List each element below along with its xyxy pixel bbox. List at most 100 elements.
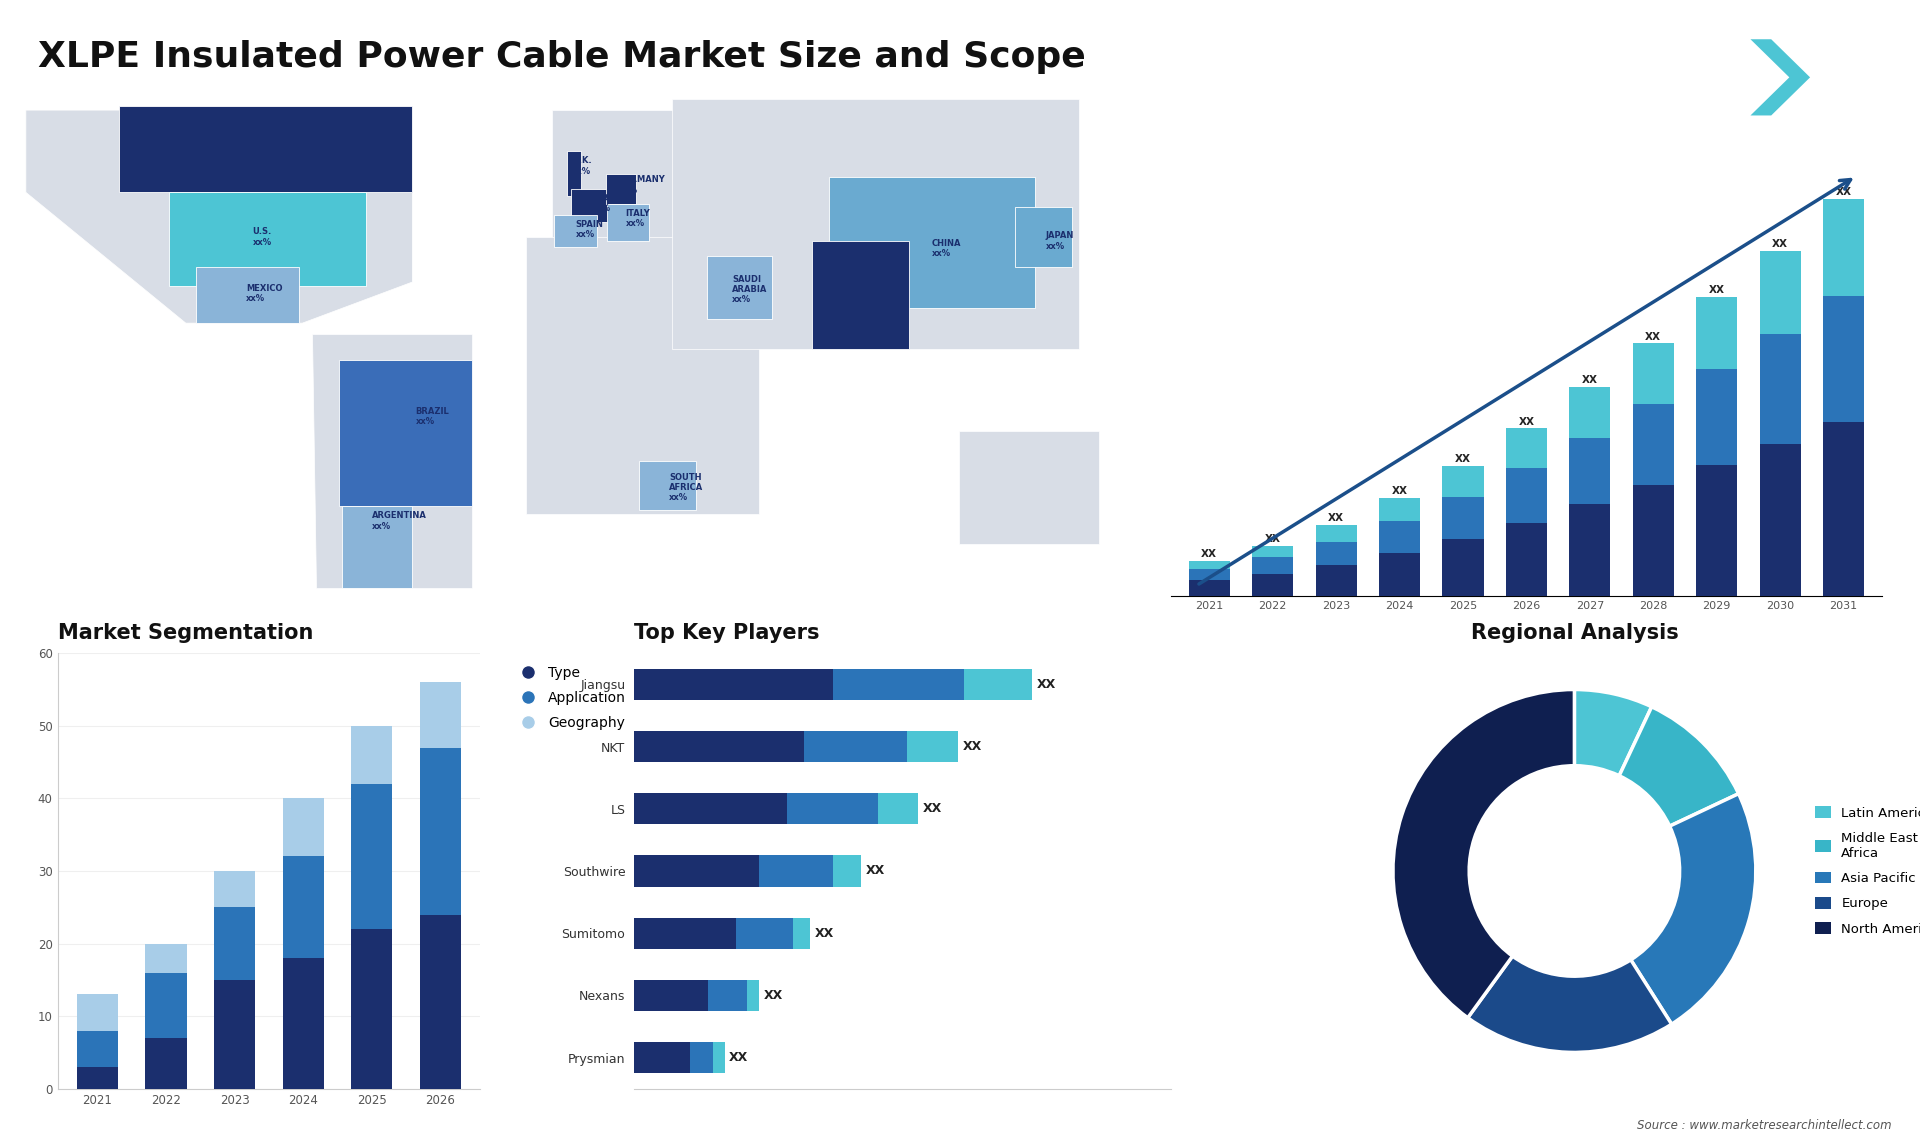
Bar [634, 855, 758, 887]
Bar [420, 915, 461, 1089]
Polygon shape [119, 107, 413, 193]
Wedge shape [1619, 707, 1740, 826]
Text: ARGENTINA
xx%: ARGENTINA xx% [372, 511, 428, 531]
Bar [1569, 387, 1611, 438]
Text: XX: XX [814, 927, 833, 940]
Polygon shape [566, 151, 580, 196]
Polygon shape [958, 432, 1098, 543]
Bar [1759, 335, 1801, 444]
Polygon shape [1655, 39, 1789, 116]
Bar [1695, 297, 1738, 369]
Text: XX: XX [1037, 677, 1056, 691]
Bar [1188, 562, 1231, 568]
Bar [906, 731, 958, 762]
Text: XX: XX [1519, 416, 1534, 426]
Polygon shape [812, 241, 908, 350]
Text: BRAZIL
xx%: BRAZIL xx% [417, 407, 449, 426]
Bar [1632, 485, 1674, 596]
Polygon shape [555, 214, 597, 246]
Bar [420, 682, 461, 747]
Text: XX: XX [1455, 454, 1471, 464]
Wedge shape [1630, 794, 1757, 1025]
Bar [708, 980, 747, 1011]
Bar [282, 856, 324, 958]
Text: CANADA
xx%: CANADA xx% [265, 138, 305, 157]
Text: GERMANY
xx%: GERMANY xx% [618, 175, 666, 195]
Text: XX: XX [730, 1051, 749, 1065]
Bar [758, 855, 833, 887]
Polygon shape [25, 110, 413, 323]
Bar [1505, 523, 1548, 596]
Bar [634, 1042, 691, 1073]
Text: XX: XX [1836, 187, 1851, 197]
Polygon shape [196, 267, 300, 323]
Text: Market Segmentation: Market Segmentation [58, 623, 313, 643]
Text: XX: XX [962, 740, 981, 753]
Bar [1315, 565, 1357, 596]
Bar [1505, 469, 1548, 523]
Bar [735, 918, 793, 949]
Polygon shape [342, 507, 413, 588]
Bar [77, 1030, 117, 1067]
Bar [1379, 499, 1421, 521]
Bar [1759, 444, 1801, 596]
Bar [213, 908, 255, 980]
Polygon shape [340, 361, 472, 507]
Text: XX: XX [1582, 376, 1597, 385]
Bar [351, 784, 392, 929]
Bar [691, 1042, 712, 1073]
Text: CHINA
xx%: CHINA xx% [931, 238, 962, 258]
Bar [1822, 199, 1864, 296]
Text: SOUTH
AFRICA
xx%: SOUTH AFRICA xx% [668, 472, 703, 502]
Bar [1505, 429, 1548, 469]
Text: U.K.
xx%: U.K. xx% [572, 157, 591, 175]
Text: XX: XX [1392, 486, 1407, 496]
Bar [213, 980, 255, 1089]
Bar [1315, 542, 1357, 565]
Text: SAUDI
ARABIA
xx%: SAUDI ARABIA xx% [732, 275, 768, 305]
Bar [833, 669, 964, 700]
Circle shape [1469, 766, 1680, 976]
Legend: Type, Application, Geography: Type, Application, Geography [509, 660, 632, 736]
Bar [1252, 545, 1294, 557]
Wedge shape [1574, 690, 1651, 776]
Polygon shape [313, 335, 472, 588]
Text: XX: XX [1709, 285, 1724, 296]
Text: XX: XX [866, 864, 885, 878]
Bar [1759, 251, 1801, 335]
Bar [351, 725, 392, 784]
Bar [1442, 540, 1484, 596]
Bar [77, 995, 117, 1030]
Polygon shape [829, 178, 1035, 308]
Bar [634, 793, 787, 824]
Polygon shape [1016, 207, 1071, 267]
Wedge shape [1392, 690, 1574, 1018]
Wedge shape [1467, 956, 1672, 1052]
Bar [1252, 557, 1294, 574]
Polygon shape [639, 462, 695, 510]
Bar [634, 669, 833, 700]
Text: Source : www.marketresearchintellect.com: Source : www.marketresearchintellect.com [1636, 1120, 1891, 1132]
Polygon shape [707, 256, 772, 320]
Polygon shape [605, 174, 636, 204]
Bar [1569, 438, 1611, 504]
Text: XX: XX [764, 989, 783, 1002]
Bar [1188, 581, 1231, 596]
Bar [1569, 504, 1611, 596]
Bar [1442, 496, 1484, 540]
Text: JAPAN
xx%: JAPAN xx% [1044, 231, 1073, 251]
Text: XX: XX [1265, 534, 1281, 543]
Bar [1379, 521, 1421, 554]
Text: Top Key Players: Top Key Players [634, 623, 820, 643]
Legend: Latin America, Middle East &
Africa, Asia Pacific, Europe, North America: Latin America, Middle East & Africa, Asi… [1811, 801, 1920, 941]
Text: XX: XX [1645, 331, 1661, 342]
Text: XX: XX [924, 802, 943, 815]
Bar [804, 731, 906, 762]
Polygon shape [672, 99, 1079, 350]
Bar [964, 669, 1031, 700]
Bar [634, 918, 735, 949]
Bar [146, 973, 186, 1038]
Bar [1632, 344, 1674, 405]
Bar [1252, 574, 1294, 596]
Bar [1315, 525, 1357, 542]
